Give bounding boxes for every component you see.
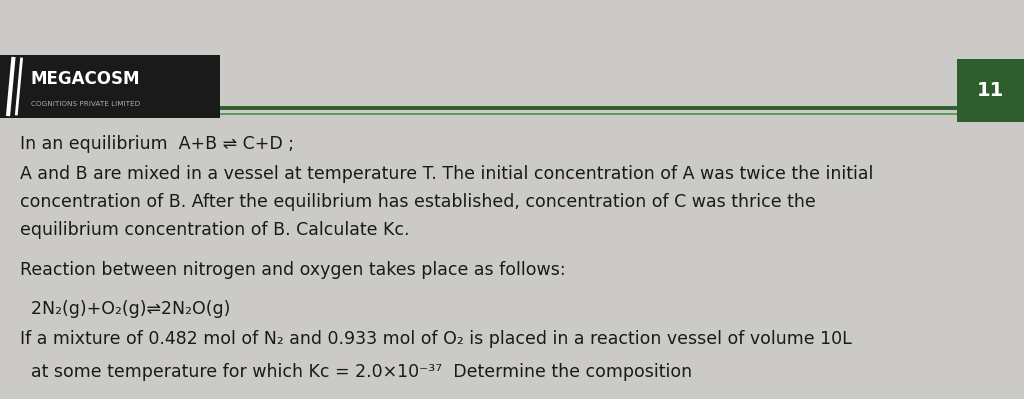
Text: COGNITIONS PRIVATE LIMITED: COGNITIONS PRIVATE LIMITED bbox=[31, 101, 140, 107]
Text: 11: 11 bbox=[977, 81, 1005, 100]
Text: at some temperature for which Kᴄ = 2.0×10⁻³⁷  Determine the composition: at some temperature for which Kᴄ = 2.0×1… bbox=[20, 363, 692, 381]
Text: MEGACOSM: MEGACOSM bbox=[31, 70, 140, 88]
Text: 2N₂(g)+O₂(g)⇌2N₂O(g): 2N₂(g)+O₂(g)⇌2N₂O(g) bbox=[20, 300, 230, 318]
Text: A and B are mixed in a vessel at temperature T. The initial concentration of A w: A and B are mixed in a vessel at tempera… bbox=[20, 165, 873, 183]
Bar bbox=[0, 55, 220, 118]
Text: Reaction between nitrogen and oxygen takes place as follows:: Reaction between nitrogen and oxygen tak… bbox=[20, 261, 566, 279]
Bar bbox=[957, 59, 1024, 122]
Text: If a mixture of 0.482 mol of N₂ and 0.933 mol of O₂ is placed in a reaction vess: If a mixture of 0.482 mol of N₂ and 0.93… bbox=[20, 330, 852, 348]
Text: In an equilibrium  A+B ⇌ C+D ;: In an equilibrium A+B ⇌ C+D ; bbox=[20, 135, 295, 153]
Text: equilibrium concentration of B. Calculate Kᴄ.: equilibrium concentration of B. Calculat… bbox=[20, 221, 410, 239]
Text: concentration of B. After the equilibrium has established, concentration of C wa: concentration of B. After the equilibriu… bbox=[20, 193, 816, 211]
